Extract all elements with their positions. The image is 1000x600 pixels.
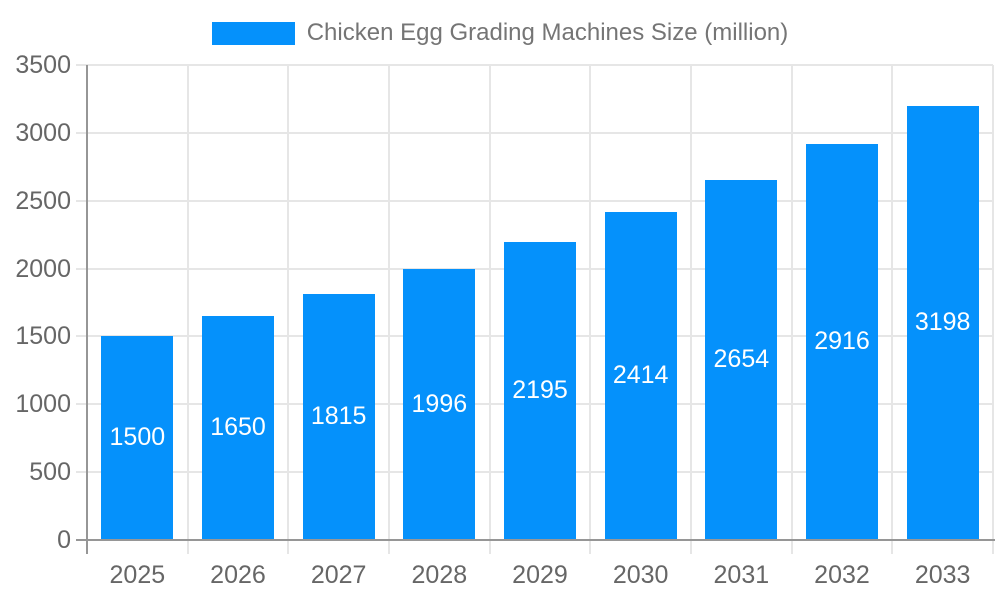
y-axis-tick-label: 3500 [15, 51, 71, 79]
y-axis-tick-label: 1500 [15, 322, 71, 351]
v-gridline [891, 65, 894, 540]
x-axis-tick-label: 2025 [109, 561, 166, 589]
x-axis-tick-label: 2031 [713, 561, 770, 589]
legend-label: Chicken Egg Grading Machines Size (milli… [306, 19, 789, 46]
v-gridline [388, 65, 390, 540]
x-tick-mark [186, 541, 189, 554]
x-axis-tick-label: 2029 [512, 561, 568, 589]
x-tick-mark [388, 541, 390, 554]
bar-2026: 1650 [202, 316, 274, 539]
x-tick-mark [690, 541, 692, 554]
bar-value-label: 2654 [713, 344, 770, 373]
bar-2032: 2916 [806, 144, 878, 539]
y-axis-tick-label: 2000 [15, 254, 71, 283]
x-tick-mark [992, 541, 994, 554]
bar-value-label: 2195 [512, 376, 568, 405]
x-tick-mark [287, 541, 290, 554]
y-tick-mark [76, 131, 87, 134]
x-axis-tick-label: 2033 [914, 561, 971, 589]
bar-2029: 2195 [504, 242, 576, 539]
x-axis-tick-label: 2027 [310, 561, 367, 589]
y-tick-mark [76, 64, 87, 66]
y-tick-mark [76, 471, 87, 474]
y-axis-tick-label: 0 [57, 526, 71, 554]
v-gridline [287, 65, 290, 540]
y-tick-mark [76, 335, 87, 338]
y-axis-tick-label: 1000 [15, 390, 71, 419]
y-axis-tick-label: 2500 [15, 186, 71, 215]
legend-swatch [211, 21, 295, 45]
v-gridline [790, 65, 793, 540]
bar-2027: 1815 [302, 293, 375, 539]
bar-value-label: 2414 [612, 361, 669, 390]
v-gridline [589, 65, 592, 540]
bar-2030: 2414 [604, 212, 677, 539]
x-axis-tick-label: 2030 [612, 561, 669, 589]
x-tick-mark [891, 541, 894, 554]
x-axis-tick-label: 2028 [411, 561, 468, 589]
x-tick-mark [790, 541, 793, 554]
h-gridline [87, 199, 993, 202]
y-axis-line [86, 65, 88, 554]
bar-value-label: 1500 [109, 423, 166, 452]
y-axis-tick-label: 3000 [15, 118, 71, 147]
bar-2031: 2654 [705, 179, 778, 539]
y-axis-tick-label: 500 [29, 458, 71, 487]
v-gridline [992, 65, 994, 540]
bar-2025: 1500 [101, 336, 174, 539]
bar-value-label: 3198 [914, 307, 971, 336]
legend: Chicken Egg Grading Machines Size (milli… [0, 21, 1000, 45]
x-axis-tick-label: 2032 [814, 561, 870, 589]
x-axis-tick-label: 2026 [210, 561, 266, 589]
y-tick-mark [76, 403, 87, 406]
bar-2028: 1996 [403, 269, 476, 539]
v-gridline [690, 65, 692, 540]
v-gridline [186, 65, 189, 540]
y-tick-mark [76, 267, 87, 270]
x-tick-mark [488, 541, 491, 554]
h-gridline [87, 64, 993, 66]
bar-value-label: 1650 [210, 413, 266, 442]
bar-2033: 3198 [906, 105, 979, 539]
h-gridline [87, 131, 993, 134]
bar-value-label: 1815 [310, 401, 367, 430]
bar-value-label: 2916 [814, 327, 870, 356]
x-tick-mark [589, 541, 592, 554]
y-tick-mark [76, 199, 87, 202]
bar-value-label: 1996 [411, 389, 468, 418]
v-gridline [488, 65, 491, 540]
x-axis-line [76, 539, 995, 541]
